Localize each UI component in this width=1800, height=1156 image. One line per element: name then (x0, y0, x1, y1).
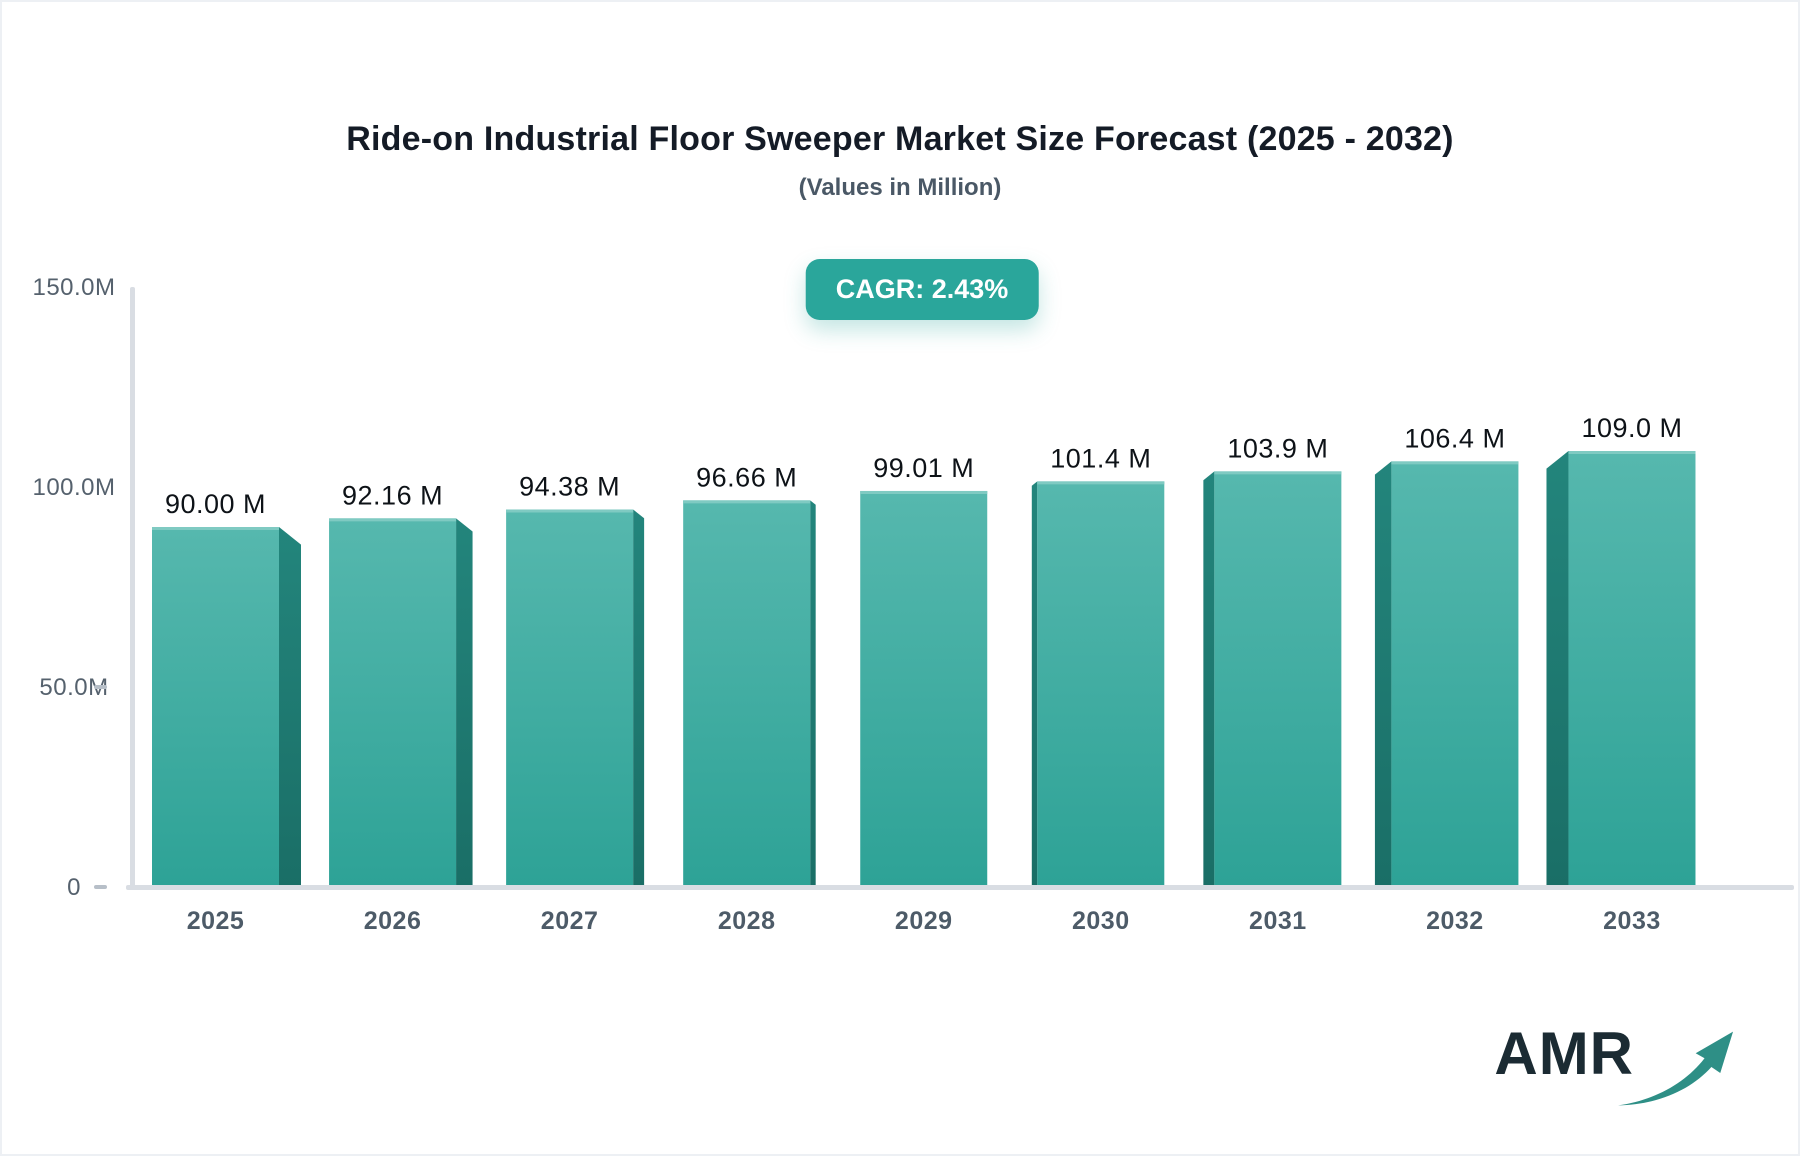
x-tick-label: 2029 (895, 907, 953, 935)
y-tick-label: 0 (67, 874, 81, 901)
bar-value-label: 109.0 M (1581, 413, 1682, 443)
bar-side-face (456, 518, 473, 890)
bar (683, 500, 811, 890)
y-tick-label: 150.0M (32, 274, 115, 301)
bar-side-face (1546, 451, 1569, 890)
bar-value-label: 103.9 M (1227, 433, 1328, 463)
bar-side-face (1031, 481, 1038, 890)
bar (1391, 461, 1519, 890)
bars-group (152, 451, 1696, 890)
bar (1568, 451, 1696, 890)
bar (506, 509, 634, 890)
x-tick-label: 2025 (187, 907, 245, 935)
x-tick-label: 2031 (1249, 907, 1307, 935)
x-tick-label: 2032 (1426, 907, 1484, 935)
bar-value-label: 99.01 M (873, 453, 974, 483)
bar-value-label: 94.38 M (519, 471, 620, 501)
bar-value-label: 101.4 M (1050, 443, 1151, 473)
y-tick-label: 100.0M (32, 474, 115, 501)
bar (1037, 481, 1165, 890)
bar (152, 527, 279, 890)
x-tick-label: 2028 (718, 907, 776, 935)
bar-value-label: 96.66 M (696, 462, 797, 492)
x-tick-label: 2026 (364, 907, 422, 935)
bar-side-face (810, 500, 816, 890)
y-tick-mark (94, 885, 107, 889)
bar-value-label: 90.00 M (165, 489, 266, 519)
amr-logo: AMR (1494, 1024, 1736, 1114)
x-tick-label: 2030 (1072, 907, 1130, 935)
bar-side-face (633, 509, 645, 890)
bar-value-label: 106.4 M (1404, 423, 1505, 453)
growth-arrow-icon (1618, 1031, 1734, 1106)
bar (1214, 471, 1342, 890)
bar-side-face (279, 527, 301, 890)
y-axis-line (130, 287, 135, 887)
bar (860, 490, 988, 890)
x-axis-line (126, 885, 1794, 890)
bar (329, 518, 457, 890)
x-tick-label: 2033 (1603, 907, 1661, 935)
page-title: Ride-on Industrial Floor Sweeper Market … (346, 120, 1454, 158)
amr-logo-text: AMR (1494, 1020, 1634, 1087)
bar-value-label: 92.16 M (342, 480, 443, 510)
page-subtitle: (Values in Million) (798, 174, 1002, 201)
bar-side-face (1203, 471, 1215, 890)
bar-side-face (1374, 461, 1392, 890)
y-tick-mark (94, 685, 107, 689)
x-tick-label: 2027 (541, 907, 599, 935)
cagr-badge: CAGR: 2.43% (805, 259, 1039, 320)
